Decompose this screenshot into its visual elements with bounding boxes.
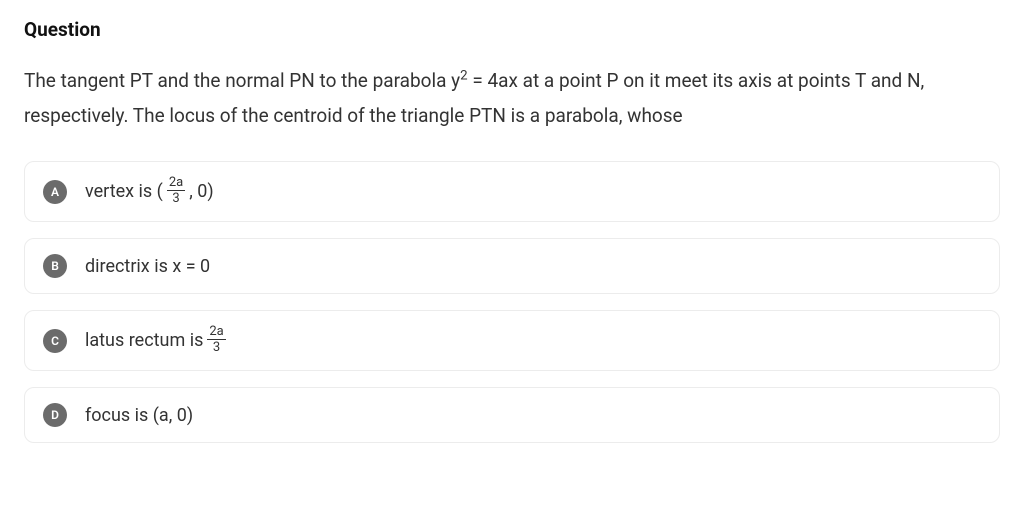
question-body: The tangent PT and the normal PN to the … [24,63,1000,133]
option-c[interactable]: C latus rectum is 2a 3 [24,310,1000,371]
frac-den: 3 [170,191,181,205]
option-badge-c: C [43,329,67,353]
option-text-a: vertex is ( 2a 3 , 0) [85,177,214,206]
frac-den: 3 [211,340,222,354]
frac-num: 2a [207,325,225,340]
options-list: A vertex is ( 2a 3 , 0) B directrix is x… [24,161,1000,443]
option-badge-b: B [43,254,67,278]
option-badge-a: A [43,180,67,204]
question-sup: 2 [460,69,467,84]
option-b[interactable]: B directrix is x = 0 [24,238,1000,294]
frac-num: 2a [167,176,185,191]
option-text-d: focus is (a, 0) [85,405,193,426]
option-text-c: latus rectum is 2a 3 [85,326,230,355]
option-a[interactable]: A vertex is ( 2a 3 , 0) [24,161,1000,222]
question-heading: Question [24,18,1000,41]
option-a-post: , 0) [189,181,213,202]
question-part1: The tangent PT and the normal PN to the … [24,69,460,92]
fraction-icon: 2a 3 [167,176,185,205]
option-badge-d: D [43,403,67,427]
option-d[interactable]: D focus is (a, 0) [24,387,1000,443]
fraction-icon: 2a 3 [207,325,225,354]
option-c-pre: latus rectum is [85,330,203,351]
option-text-b: directrix is x = 0 [85,256,210,277]
option-a-pre: vertex is ( [85,181,163,202]
